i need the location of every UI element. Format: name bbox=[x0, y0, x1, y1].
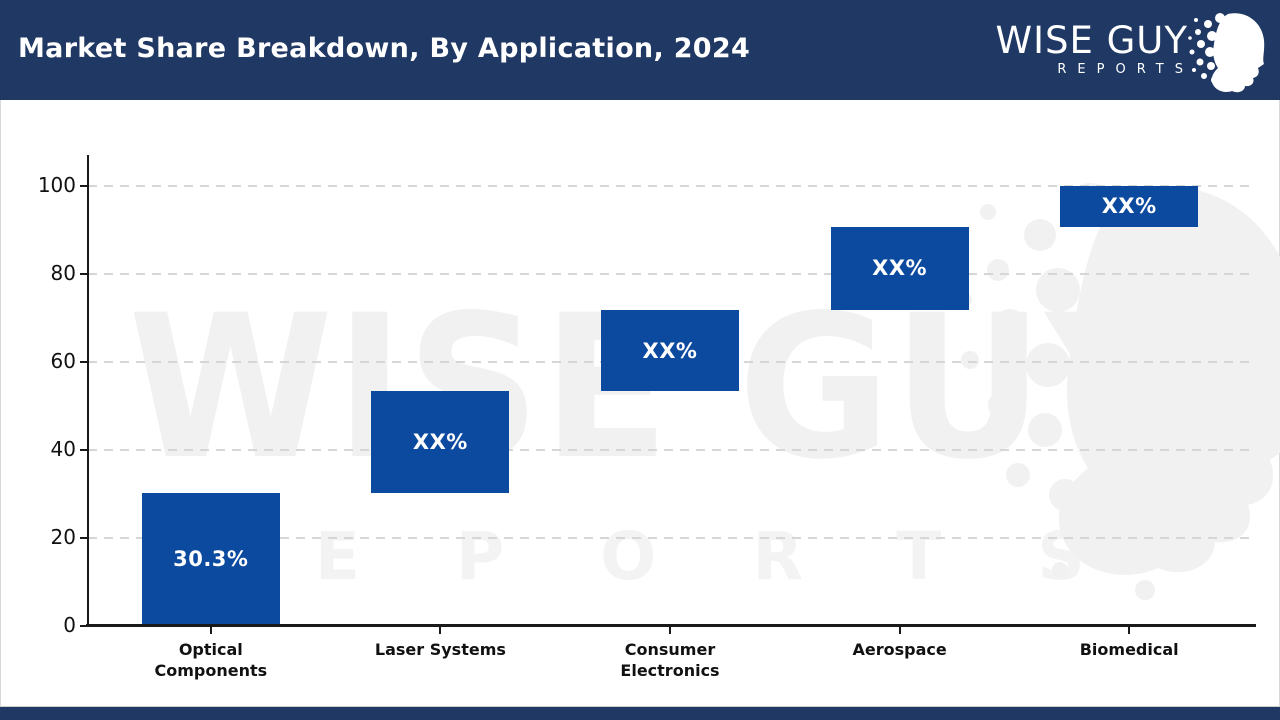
x-tick-mark bbox=[669, 627, 671, 634]
x-tick-mark bbox=[209, 627, 212, 634]
gridline bbox=[88, 185, 1253, 187]
header-band: Market Share Breakdown, By Application, … bbox=[0, 0, 1280, 100]
x-tick-mark bbox=[439, 627, 442, 634]
bar-value-label: XX% bbox=[872, 256, 928, 281]
x-category-label: Aerospace bbox=[852, 640, 947, 659]
y-tick-label: 20 bbox=[50, 525, 76, 549]
y-tick-mark bbox=[80, 361, 87, 363]
bar: XX% bbox=[1060, 186, 1199, 227]
y-tick-label: 60 bbox=[50, 349, 76, 373]
y-tick-mark bbox=[80, 185, 87, 187]
x-category-label: Laser Systems bbox=[374, 640, 506, 659]
gridline bbox=[88, 273, 1253, 275]
x-category-label: Biomedical bbox=[1079, 640, 1179, 659]
gridline bbox=[88, 537, 1253, 539]
y-tick-mark bbox=[80, 625, 87, 627]
y-axis-spine bbox=[87, 155, 89, 626]
gridline bbox=[88, 449, 1253, 451]
x-tick-mark bbox=[898, 627, 901, 634]
wise-guy-logo: WISE GUY REPORTS bbox=[996, 6, 1266, 94]
y-tick-label: 40 bbox=[50, 437, 76, 461]
logo-subtitle: REPORTS bbox=[1057, 62, 1194, 77]
y-tick-label: 80 bbox=[50, 261, 76, 285]
bar: XX% bbox=[830, 226, 969, 311]
bar: 30.3% bbox=[141, 492, 280, 626]
bar: XX% bbox=[601, 310, 739, 392]
footer-band bbox=[0, 707, 1280, 720]
logo-wordmark: WISE GUY bbox=[995, 19, 1188, 62]
x-axis-line bbox=[86, 624, 1256, 627]
watermark-subtitle: REPORTS bbox=[168, 518, 1181, 595]
x-tick-mark bbox=[1128, 627, 1131, 634]
bar: XX% bbox=[371, 391, 510, 493]
x-category-label: Consumer Electronics bbox=[620, 640, 720, 680]
y-tick-label: 0 bbox=[63, 613, 76, 637]
y-tick-mark bbox=[80, 537, 87, 539]
page-title: Market Share Breakdown, By Application, … bbox=[18, 32, 751, 64]
bar-value-label: XX% bbox=[1101, 194, 1157, 219]
y-tick-mark bbox=[80, 273, 87, 275]
x-category-label: Optical Components bbox=[154, 640, 268, 680]
bar-value-label: 30.3% bbox=[173, 547, 249, 572]
bar-value-label: XX% bbox=[642, 338, 698, 363]
bar-value-label: XX% bbox=[412, 430, 468, 455]
y-tick-mark bbox=[80, 449, 87, 451]
logo-head-profile-icon bbox=[1188, 13, 1265, 93]
y-tick-label: 100 bbox=[37, 173, 76, 197]
